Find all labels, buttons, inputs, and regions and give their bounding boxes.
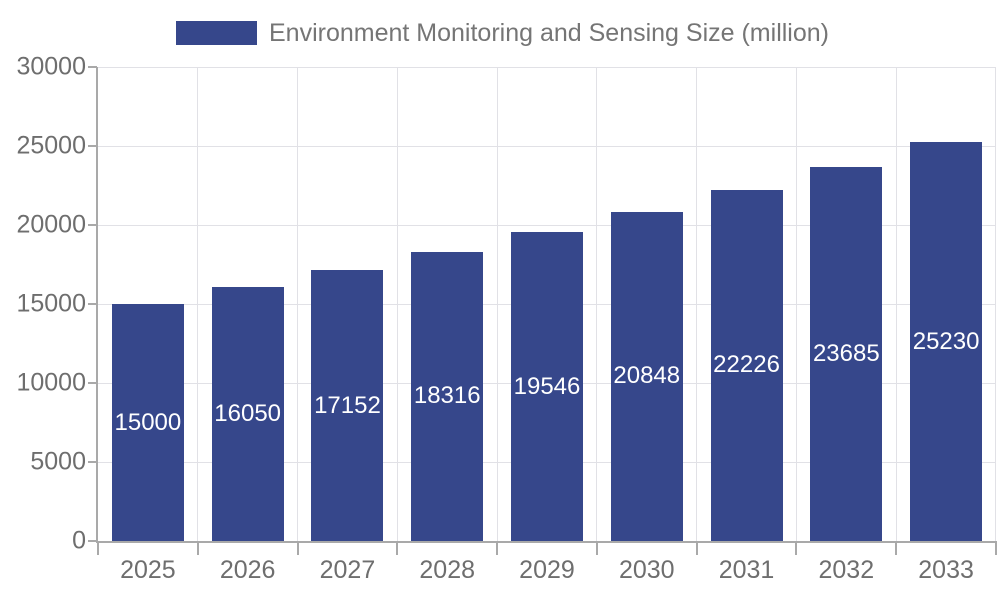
y-tick-label: 25000 bbox=[16, 131, 86, 160]
x-tick bbox=[396, 541, 399, 555]
bar-value-label: 20848 bbox=[613, 362, 681, 390]
x-tick-label: 2030 bbox=[618, 556, 675, 584]
y-tick bbox=[88, 540, 97, 542]
x-tick-label: 2025 bbox=[120, 556, 176, 584]
gridline-h bbox=[98, 67, 996, 68]
bar-2029: 19546 bbox=[511, 232, 583, 541]
gridline-v bbox=[396, 67, 398, 541]
x-tick bbox=[795, 541, 798, 555]
x-axis-spine bbox=[96, 541, 996, 543]
bar-2033: 25230 bbox=[910, 142, 983, 541]
x-tick bbox=[695, 541, 698, 555]
y-axis-spine bbox=[96, 67, 98, 543]
x-tick bbox=[496, 541, 499, 555]
gridline-v bbox=[696, 67, 698, 541]
bar-value-label: 16050 bbox=[214, 400, 282, 428]
y-tick bbox=[88, 224, 97, 226]
gridline-v bbox=[596, 67, 598, 541]
gridline-h bbox=[98, 145, 996, 147]
y-tick-label: 20000 bbox=[16, 210, 86, 239]
bar-2027: 17152 bbox=[311, 270, 384, 541]
gridline-v bbox=[197, 67, 199, 541]
y-tick-label: 30000 bbox=[16, 52, 86, 81]
bar-value-label: 19546 bbox=[513, 372, 581, 400]
gridline-h bbox=[98, 224, 996, 226]
bar-2032: 23685 bbox=[810, 166, 883, 541]
bar-value-label: 22226 bbox=[713, 351, 780, 379]
x-tick bbox=[995, 541, 997, 555]
y-tick-label: 0 bbox=[72, 526, 86, 555]
legend: Environment Monitoring and Sensing Size … bbox=[176, 18, 829, 47]
x-tick bbox=[97, 541, 99, 555]
x-tick-label: 2032 bbox=[818, 556, 875, 584]
y-tick bbox=[88, 461, 97, 463]
x-tick bbox=[595, 541, 598, 555]
bar-value-label: 18316 bbox=[413, 382, 481, 410]
bar-2026: 16050 bbox=[211, 287, 284, 541]
bar-2030: 20848 bbox=[610, 211, 683, 541]
legend-label: Environment Monitoring and Sensing Size … bbox=[269, 18, 829, 47]
plot-area: 15000 16050 17152 18316 19546 20848 22226 23685… bbox=[98, 67, 996, 541]
bar-2028: 18316 bbox=[411, 251, 484, 541]
y-tick bbox=[88, 66, 97, 68]
gridline-v bbox=[795, 67, 797, 541]
y-tick bbox=[88, 303, 97, 305]
bar-value-label: 25230 bbox=[912, 327, 980, 355]
x-tick-label: 2033 bbox=[918, 556, 974, 584]
bar-value-label: 17152 bbox=[314, 391, 381, 419]
x-tick-label: 2027 bbox=[319, 556, 376, 584]
bar-2031: 22226 bbox=[710, 189, 783, 541]
y-tick-label: 5000 bbox=[30, 447, 86, 476]
y-tick bbox=[88, 145, 97, 147]
y-tick-label: 10000 bbox=[16, 368, 86, 397]
legend-swatch bbox=[176, 21, 257, 45]
bar-2025: 15000 bbox=[111, 304, 184, 541]
gridline-v bbox=[995, 67, 996, 541]
x-tick bbox=[895, 541, 898, 555]
x-tick-label: 2029 bbox=[519, 556, 575, 584]
y-tick bbox=[88, 382, 97, 384]
x-tick-label: 2031 bbox=[718, 556, 775, 584]
x-tick bbox=[296, 541, 299, 555]
gridline-v bbox=[297, 67, 299, 541]
x-tick bbox=[196, 541, 199, 555]
y-tick-label: 15000 bbox=[16, 289, 86, 318]
gridline-v bbox=[496, 67, 498, 541]
bar-value-label: 23685 bbox=[812, 339, 880, 367]
x-tick-label: 2026 bbox=[219, 556, 276, 584]
bar-value-label: 15000 bbox=[114, 408, 182, 436]
x-tick-label: 2028 bbox=[419, 556, 476, 584]
gridline-v bbox=[895, 67, 897, 541]
